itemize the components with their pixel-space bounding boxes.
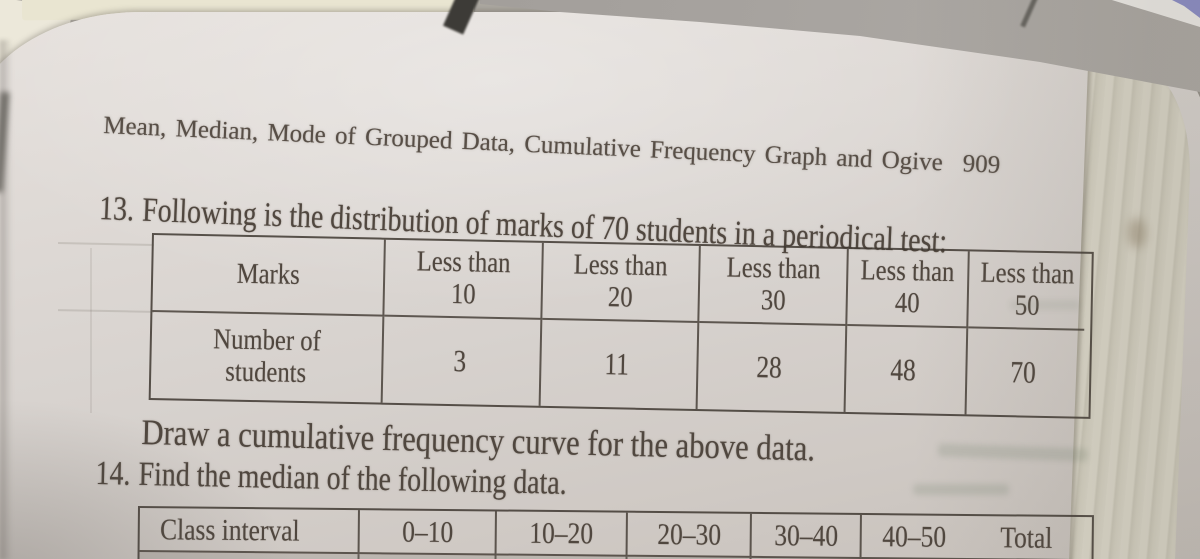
t2-next-row-sliver	[139, 552, 360, 559]
faint-ruled-line	[90, 248, 92, 413]
t2-header-40-50: 40–50	[861, 514, 967, 559]
t1-students-lt50: 70	[1009, 354, 1036, 390]
t1-marks-label-cell: Marks	[152, 235, 386, 317]
t1-students-lt30: 28	[697, 323, 848, 412]
t2-header-20-30: 20–30	[627, 512, 752, 558]
question-14-number: 14.	[95, 455, 131, 493]
question-14-prompt: Find the median of the following data.	[138, 455, 568, 502]
t1-col-less-than-20: Less than 20	[542, 242, 701, 324]
show-through-text	[913, 484, 1009, 495]
t1-marks-label: Marks	[236, 257, 301, 291]
t1-students-label-cell: Number of students	[150, 312, 385, 403]
t1-col-less-than-50: Less than 50	[968, 251, 1086, 331]
running-head-title: Mean, Median, Mode of Grouped Data, Cumu…	[102, 112, 944, 177]
t2-header-10-20: 10–20	[496, 511, 628, 557]
t2-class-interval-header: Class interval	[139, 508, 360, 555]
page-number: 909	[962, 150, 1001, 179]
t2-header-30-40: 30–40	[751, 513, 862, 559]
t1-students-lt20: 11	[540, 319, 700, 409]
class-interval-table: Class interval 0–10 10–20 20–30 30–40 40…	[137, 506, 1094, 559]
marks-distribution-table: Marks Less than 10 Less than 20 Less than 3…	[148, 233, 1094, 419]
faint-ruled-line	[57, 241, 155, 247]
t1-col-less-than-30: Less than 30	[699, 246, 849, 326]
show-through-text	[1010, 300, 1080, 310]
t1-students-lt10: 3	[382, 316, 543, 406]
book-page	[0, 12, 1200, 559]
question-13-number: 13.	[98, 190, 135, 229]
running-head: Mean, Median, Mode of Grouped Data, Cumu…	[103, 112, 1001, 180]
t2-header-0-10: 0–10	[359, 510, 497, 556]
t1-col-less-than-40: Less than 40	[847, 248, 970, 329]
t1-col-less-than-10: Less than 10	[384, 239, 544, 320]
t2-header-total: Total	[966, 515, 1086, 559]
page-smudge	[1128, 218, 1146, 248]
faint-ruled-line	[57, 309, 155, 313]
t1-students-lt40: 48	[845, 325, 969, 415]
show-through-text	[937, 443, 1089, 462]
